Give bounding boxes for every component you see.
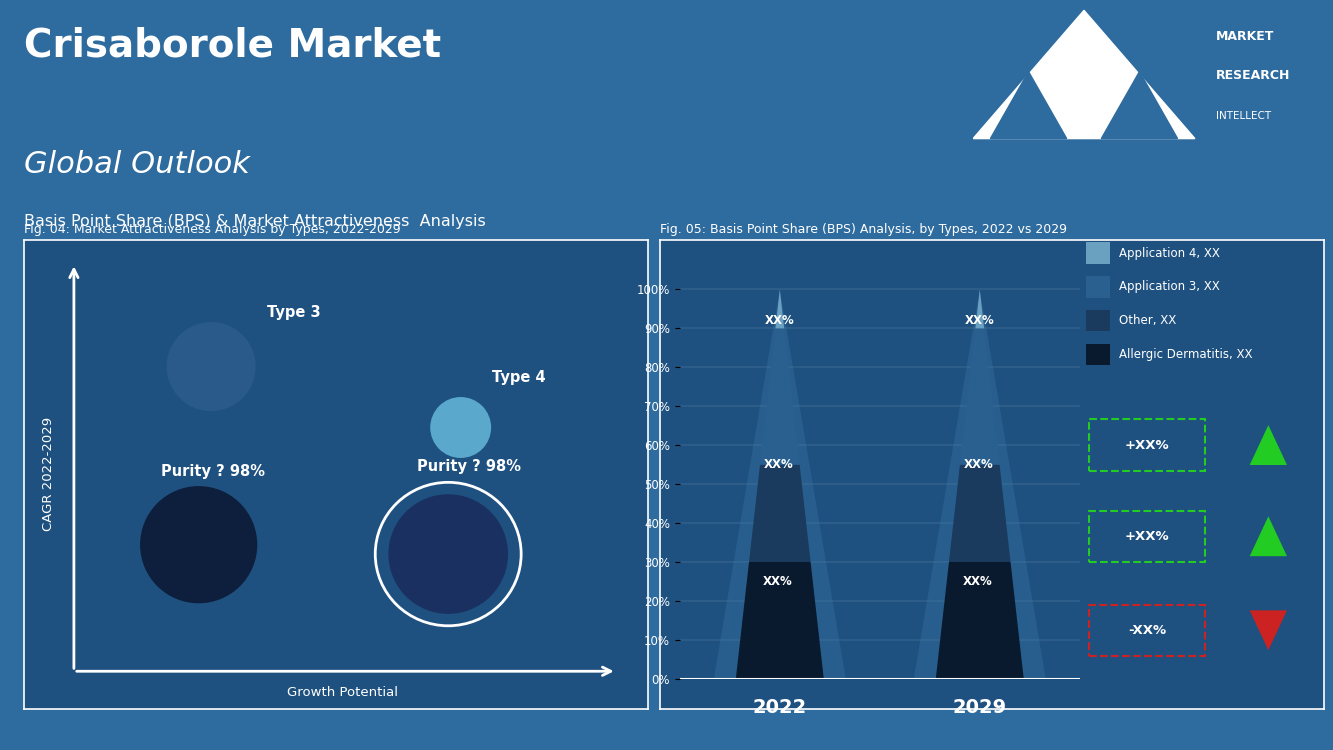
Text: Fig. 05: Basis Point Share (BPS) Analysis, by Types, 2022 vs 2029: Fig. 05: Basis Point Share (BPS) Analysi… — [660, 223, 1066, 236]
Text: CAGR 2022-2029: CAGR 2022-2029 — [43, 417, 56, 532]
Polygon shape — [949, 465, 1010, 562]
Polygon shape — [1250, 425, 1288, 465]
Polygon shape — [776, 290, 784, 328]
Ellipse shape — [140, 486, 257, 603]
Polygon shape — [960, 328, 1000, 465]
Polygon shape — [1250, 610, 1288, 650]
Polygon shape — [990, 72, 1066, 139]
Polygon shape — [714, 290, 846, 679]
Text: Crisaborole Market: Crisaborole Market — [24, 26, 441, 64]
Text: 2029: 2029 — [953, 698, 1006, 717]
Polygon shape — [1250, 516, 1288, 556]
Polygon shape — [976, 290, 984, 328]
Text: +XX%: +XX% — [1125, 530, 1169, 543]
Text: Application 3, XX: Application 3, XX — [1120, 280, 1220, 293]
Polygon shape — [736, 562, 824, 679]
Text: XX%: XX% — [964, 575, 993, 588]
Polygon shape — [936, 562, 1024, 679]
Ellipse shape — [388, 494, 508, 614]
FancyBboxPatch shape — [1086, 310, 1110, 332]
FancyBboxPatch shape — [1086, 242, 1110, 264]
Text: +XX%: +XX% — [1125, 439, 1169, 452]
Polygon shape — [973, 10, 1194, 139]
Polygon shape — [760, 328, 800, 465]
Text: Global Outlook: Global Outlook — [24, 150, 249, 179]
Text: Type 3: Type 3 — [268, 304, 321, 320]
Text: Basis Point Share (BPS) & Market Attractiveness  Analysis: Basis Point Share (BPS) & Market Attract… — [24, 214, 485, 229]
Text: Purity ? 98%: Purity ? 98% — [161, 464, 265, 479]
Polygon shape — [749, 465, 810, 562]
Text: Purity ? 98%: Purity ? 98% — [417, 459, 521, 475]
Text: Type 4: Type 4 — [492, 370, 545, 386]
Text: 2022: 2022 — [753, 698, 806, 717]
Text: -XX%: -XX% — [1128, 624, 1166, 637]
Ellipse shape — [431, 397, 491, 458]
Text: XX%: XX% — [764, 458, 793, 471]
FancyBboxPatch shape — [1086, 276, 1110, 298]
Text: XX%: XX% — [964, 458, 993, 471]
Text: XX%: XX% — [765, 314, 794, 327]
Text: Other, XX: Other, XX — [1120, 314, 1176, 327]
Text: MARKET: MARKET — [1216, 29, 1274, 43]
Text: Application 4, XX: Application 4, XX — [1120, 247, 1220, 259]
Text: Allergic Dermatitis, XX: Allergic Dermatitis, XX — [1120, 348, 1253, 361]
Text: Growth Potential: Growth Potential — [287, 686, 397, 699]
Text: XX%: XX% — [965, 314, 994, 327]
Polygon shape — [1101, 72, 1177, 139]
Ellipse shape — [167, 322, 256, 411]
Text: Fig. 04: Market Attractiveness Analysis by Types, 2022-2029: Fig. 04: Market Attractiveness Analysis … — [24, 223, 401, 236]
Text: XX%: XX% — [764, 575, 793, 588]
FancyBboxPatch shape — [1086, 344, 1110, 365]
Text: RESEARCH: RESEARCH — [1216, 70, 1290, 82]
Polygon shape — [914, 290, 1045, 679]
Text: INTELLECT: INTELLECT — [1216, 111, 1270, 121]
